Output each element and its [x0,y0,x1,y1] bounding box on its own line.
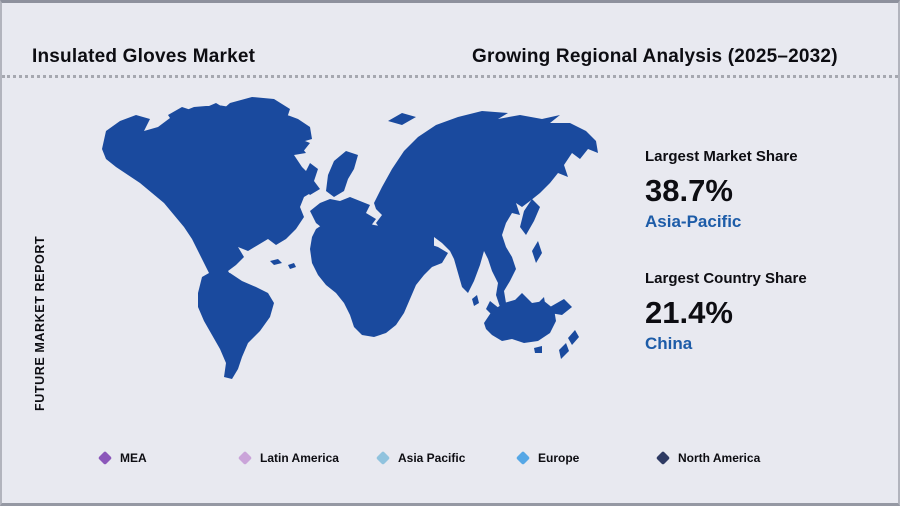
legend-label: North America [678,451,761,465]
dotted-divider [2,75,898,78]
europe-diamond-icon [515,450,531,466]
legend-item-europe: Europe [515,450,580,466]
legend-label: Asia Pacific [398,451,466,465]
legend-label: MEA [120,451,147,465]
largest-market-share-region: Asia-Pacific [645,212,742,231]
largest-country-share-region: China [645,334,693,353]
largest-country-share-label: Largest Country Share [645,270,807,287]
world-map [98,91,608,403]
world-map-svg [102,97,598,379]
page-subtitle: Growing Regional Analysis (2025–2032) [472,46,838,67]
asia-pacific-diamond-icon [375,450,391,466]
brand-watermark: FUTURE MARKET REPORT [33,235,47,411]
legend-label: Latin America [260,451,339,465]
largest-country-share-value: 21.4% [645,295,733,330]
mea-diamond-icon [97,450,113,466]
north-america-diamond-icon [655,450,671,466]
largest-market-share-value: 38.7% [645,173,733,208]
legend-item-north-america: North America [655,450,761,466]
legend-item-mea: MEA [97,450,147,466]
page-title: Insulated Gloves Market [32,46,256,67]
world-map-land [102,97,598,379]
largest-market-share-label: Largest Market Share [645,148,798,165]
legend-label: Europe [538,451,580,465]
latin-america-diamond-icon [237,450,253,466]
legend-item-asia-pacific: Asia Pacific [375,450,466,466]
legend-item-latin-america: Latin America [237,450,339,466]
